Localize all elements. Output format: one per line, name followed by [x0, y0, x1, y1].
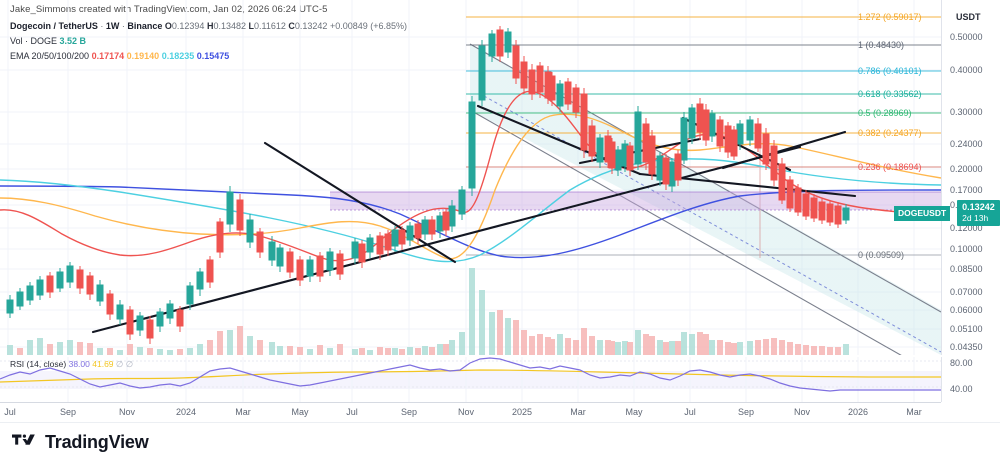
legend-ema-label: EMA 20/50/100/200	[10, 51, 90, 61]
legend-ema100-value: 0.18235	[161, 51, 195, 61]
rsi-tick: 80.00	[950, 358, 973, 368]
time-tick: Sep	[737, 407, 755, 417]
ema200-line	[0, 185, 941, 259]
price-tick: 0.17000	[950, 185, 983, 195]
price-tick: 0.04350	[950, 342, 983, 352]
time-tick: Jul	[4, 407, 16, 417]
badge-price-box: 0.13242 2d 13h	[957, 200, 1000, 226]
rsi-legend-value1: 38.00	[68, 359, 90, 369]
legend-open-key: O	[164, 21, 172, 31]
price-chart-svg	[0, 0, 941, 355]
time-tick: Mar	[570, 407, 586, 417]
time-tick: May	[625, 407, 643, 417]
time-tick: Jul	[346, 407, 358, 417]
time-tick: 2026	[847, 407, 869, 417]
legend-low-value: 0.11612	[254, 21, 286, 31]
time-tick: Mar	[906, 407, 922, 417]
volume-histogram	[7, 268, 849, 355]
time-tick: Jul	[684, 407, 696, 417]
current-price-badge[interactable]: DOGEUSDT 0.13242 2d 13h	[894, 200, 1000, 226]
price-axis-unit: USDT	[956, 12, 981, 22]
time-tick: Sep	[400, 407, 418, 417]
legend-volume-row[interactable]: Vol · DOGE 3.52 B	[10, 34, 407, 49]
fib-label: 0.5 (0.28969)	[858, 108, 912, 118]
rsi-legend-value4: ∅	[125, 359, 134, 369]
ema100-line	[0, 158, 941, 263]
legend-open-value: 0.12394	[171, 21, 205, 31]
price-tick: 0.08500	[950, 264, 983, 274]
fib-label: 0.618 (0.33562)	[858, 89, 922, 99]
time-tick: May	[291, 407, 309, 417]
price-tick: 0.06000	[950, 305, 983, 315]
attribution-text: Jake_Simmons created with TradingView.co…	[10, 4, 328, 15]
price-tick: 0.30000	[950, 107, 983, 117]
price-tick: 0.24000	[950, 139, 983, 149]
time-tick: Nov	[118, 407, 136, 417]
rsi-pane[interactable]	[0, 357, 941, 402]
legend-low-key: L	[248, 21, 255, 31]
tradingview-mark-icon	[12, 434, 35, 445]
legend-close-key: C	[288, 21, 295, 31]
rsi-legend-value3: ∅	[115, 359, 124, 369]
legend-close-value: 0.13242	[294, 21, 328, 31]
time-tick: Nov	[457, 407, 475, 417]
badge-price: 0.13242	[962, 202, 995, 212]
price-tick: 0.40000	[950, 65, 983, 75]
rsi-tick: 40.00	[950, 384, 973, 394]
price-axis[interactable]: USDT 0.50000 0.40000 0.30000 0.24000 0.2…	[894, 0, 1000, 355]
price-tick: 0.50000	[950, 32, 983, 42]
price-tick: 0.07000	[950, 287, 983, 297]
time-tick: 2025	[511, 407, 533, 417]
legend-ema50-value: 0.19140	[126, 51, 160, 61]
legend-high-key: H	[206, 21, 214, 31]
legend-symbol[interactable]: Dogecoin / TetherUS	[10, 21, 98, 31]
rsi-axis[interactable]: 80.00 40.00	[941, 357, 1000, 402]
price-tick: 0.10000	[950, 244, 983, 254]
rsi-ma-line	[0, 369, 941, 383]
legend-interval[interactable]: 1W	[105, 21, 120, 31]
footer: TradingView	[0, 422, 1000, 462]
time-tick: 2024	[175, 407, 197, 417]
price-tick: 0.20000	[950, 164, 983, 174]
rsi-line	[0, 357, 941, 392]
legend-exchange: Binance	[127, 21, 163, 31]
rsi-legend[interactable]: RSI (14, close) 38.00 41.69 ∅ ∅	[10, 359, 133, 370]
tradingview-logo[interactable]: TradingView	[12, 432, 149, 453]
legend-ema200-value: 0.15475	[196, 51, 230, 61]
rsi-legend-value2: 41.69	[92, 359, 114, 369]
fib-label: 0.236 (0.18694)	[858, 162, 922, 172]
fib-label: 1.272 (0.59017)	[858, 12, 922, 22]
chart-legend: Dogecoin / TetherUS · 1W · Binance O0.12…	[10, 19, 407, 64]
badge-ticker: DOGEUSDT	[894, 205, 951, 221]
fib-label: 0.786 (0.40101)	[858, 66, 922, 76]
fib-label: 0.382 (0.24377)	[858, 128, 922, 138]
price-chart-pane[interactable]: 1.272 (0.59017) 1 (0.48430) 0.786 (0.401…	[0, 0, 941, 355]
fib-label: 0 (0.09509)	[858, 250, 905, 260]
legend-change: +0.00849 (+6.85%)	[329, 21, 408, 31]
legend-volume-label: Vol · DOGE	[10, 36, 58, 46]
tradingview-wordmark: TradingView	[45, 432, 149, 452]
candlestick-series	[6, 26, 850, 344]
price-tick: 0.05100	[950, 324, 983, 334]
rsi-legend-label: RSI (14, close)	[10, 359, 67, 369]
time-axis[interactable]: Jul Sep Nov 2024 Mar May Jul Sep Nov 202…	[0, 402, 941, 422]
legend-ema20-value: 0.17174	[91, 51, 125, 61]
time-tick: Nov	[793, 407, 811, 417]
time-tick: Sep	[59, 407, 77, 417]
price-tick: 0.12000	[950, 223, 983, 233]
legend-volume-value: 3.52 B	[59, 36, 87, 46]
legend-high-value: 0.13482	[213, 21, 246, 31]
time-tick: Mar	[235, 407, 251, 417]
legend-symbol-row[interactable]: Dogecoin / TetherUS · 1W · Binance O0.12…	[10, 21, 408, 31]
rsi-svg	[0, 357, 941, 402]
fib-label: 1 (0.48430)	[858, 40, 905, 50]
badge-countdown: 2d 13h	[962, 213, 989, 223]
legend-ema-row[interactable]: EMA 20/50/100/200 0.17174 0.19140 0.1823…	[10, 49, 407, 64]
